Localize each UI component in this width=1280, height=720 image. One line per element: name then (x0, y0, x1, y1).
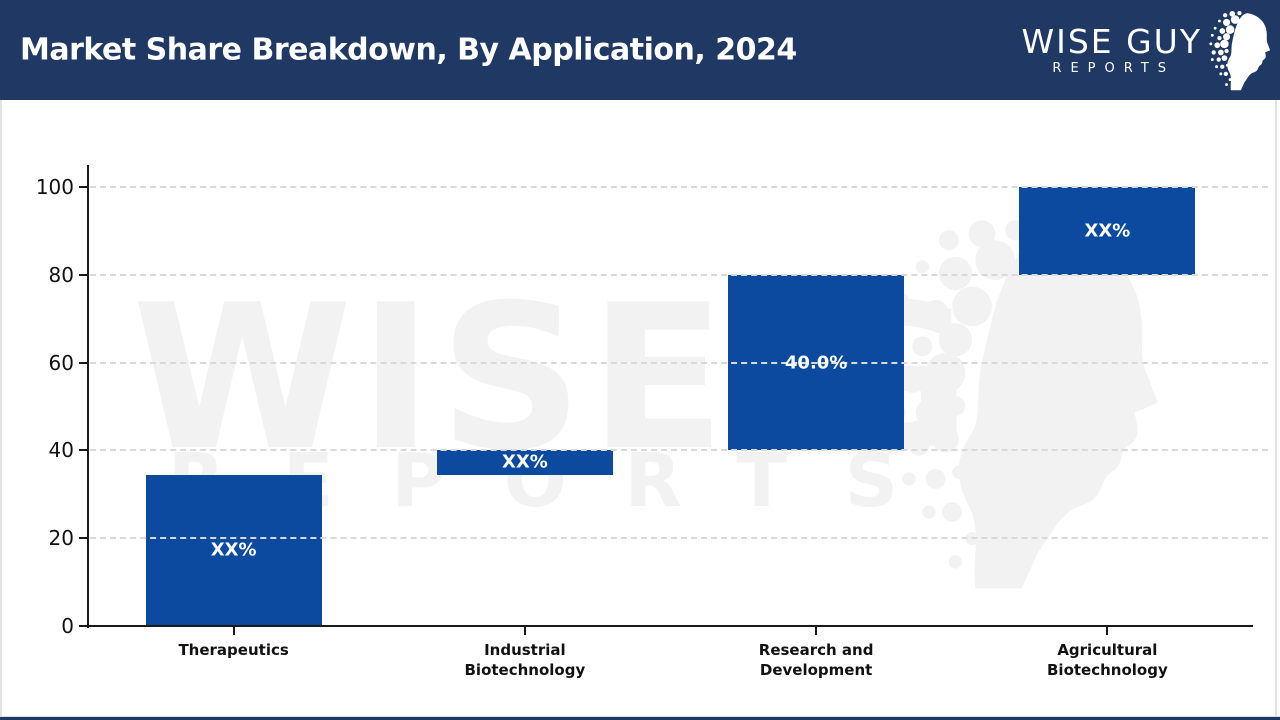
bar-value-label-agricultural-biotechnology: XX% (1084, 220, 1131, 242)
gridline-20 (90, 537, 1268, 540)
y-tick-60 (79, 361, 87, 364)
x-tick-research-and-development (815, 627, 818, 635)
chart-title: Market Share Breakdown, By Application, … (20, 32, 797, 68)
footer-bar (0, 716, 1280, 720)
x-tick-therapeutics (232, 627, 235, 635)
y-tick-label-20: 20 (48, 526, 74, 551)
wiseguy-logo: WISE GUY REPORTS (1021, 10, 1272, 92)
bar-value-label-research-and-development: 40.0% (784, 352, 848, 374)
y-axis-line (87, 165, 89, 628)
y-tick-20 (79, 537, 87, 540)
y-tick-label-0: 0 (61, 614, 74, 638)
gridline-80 (90, 273, 1268, 276)
gridline-100 (90, 186, 1268, 188)
logo-subtitle: REPORTS (1052, 61, 1176, 76)
logo-text: WISE GUY REPORTS (1021, 24, 1202, 78)
y-tick-label-40: 40 (48, 438, 74, 463)
gridline-40 (90, 449, 1268, 452)
x-tick-label-industrial-biotechnology: Industrial Biotechnology (464, 641, 586, 679)
x-tick-label-agricultural-biotechnology: Agricultural Biotechnology (1047, 641, 1168, 679)
y-tick-0 (79, 625, 87, 627)
y-tick-40 (79, 449, 87, 452)
x-axis-line (87, 625, 1253, 627)
y-tick-100 (79, 186, 87, 188)
page-edge-right (1275, 100, 1277, 716)
y-tick-label-80: 80 (48, 262, 74, 287)
gridline-60 (90, 361, 1268, 364)
y-tick-label-60: 60 (48, 350, 74, 375)
x-tick-label-therapeutics: Therapeutics (178, 641, 289, 659)
bar-value-label-industrial-biotechnology: XX% (501, 451, 548, 473)
y-tick-label-100: 100 (35, 175, 74, 199)
y-tick-80 (79, 273, 87, 276)
wiseguy-face-icon (1204, 11, 1272, 91)
waterfall-chart: XX% XX% 40.0% XX% 0 20 40 60 80 100 Therapeutics In… (0, 100, 1280, 716)
logo-wordmark: WISE GUY (1021, 22, 1202, 61)
header-bar: Market Share Breakdown, By Application, … (0, 0, 1280, 100)
x-tick-agricultural-biotechnology (1106, 627, 1109, 635)
x-tick-label-research-and-development: Research and Development (758, 641, 874, 679)
bar-industrial-biotechnology (436, 450, 613, 475)
page-edge-left (0, 100, 2, 716)
x-tick-industrial-biotechnology (523, 627, 526, 635)
bar-value-label-therapeutics: XX% (210, 539, 257, 561)
bar-therapeutics (145, 474, 322, 626)
